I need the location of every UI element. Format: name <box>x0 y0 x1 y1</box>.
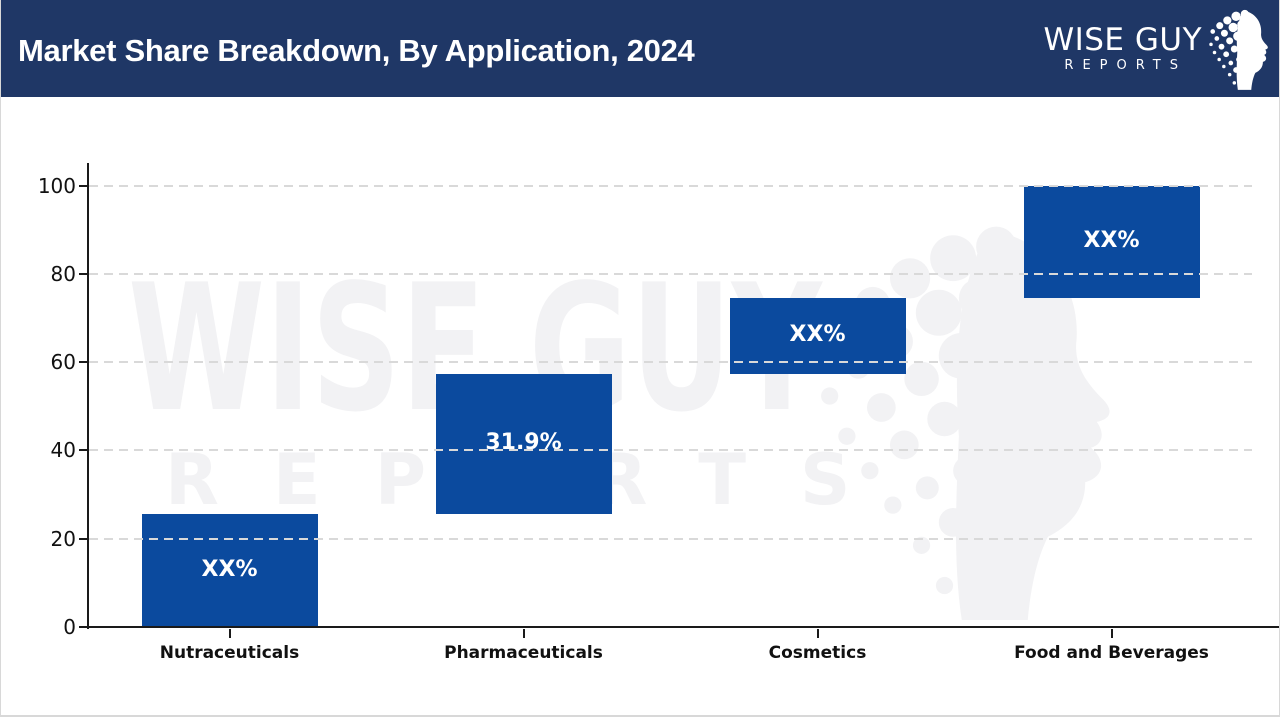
x-tick-mark-food-and-beverages <box>1110 629 1113 638</box>
header-band: Market Share Breakdown, By Application, … <box>0 0 1280 97</box>
x-category-label-pharmaceuticals: Pharmaceuticals <box>444 643 603 663</box>
logo-name: WISE GUY <box>1043 22 1202 59</box>
bar-cosmetics: XX% <box>729 298 906 374</box>
gridline-100 <box>89 184 1252 187</box>
x-category-label-food-and-beverages: Food and Beverages <box>1014 643 1209 663</box>
gridline-20 <box>89 537 1252 540</box>
y-tick-label-60: 60 <box>50 350 76 375</box>
x-category-label-nutraceuticals: Nutraceuticals <box>159 643 300 663</box>
waterfall-chart: XX% 31.9% XX% XX% 0 20 40 60 80 100 Nutraceutica… <box>0 97 1280 720</box>
x-axis-spine <box>87 626 1279 628</box>
y-tick-mark-80 <box>79 272 88 275</box>
y-tick-label-40: 40 <box>50 438 76 463</box>
y-tick-mark-40 <box>79 449 88 452</box>
y-axis-spine <box>87 163 89 629</box>
wiseguy-logo: WISE GUY REPORTS <box>1043 0 1274 97</box>
gridline-40 <box>89 449 1252 452</box>
bar-value-label-food-and-beverages: XX% <box>1083 227 1140 253</box>
y-tick-mark-0 <box>79 626 88 628</box>
y-tick-label-100: 100 <box>37 173 76 198</box>
gridline-60 <box>89 361 1252 364</box>
bar-pharmaceuticals: 31.9% <box>435 373 612 515</box>
logo-tagline: REPORTS <box>1064 57 1188 73</box>
x-category-label-cosmetics: Cosmetics <box>768 643 867 663</box>
bar-nutraceuticals: XX% <box>141 514 318 627</box>
logo-text: WISE GUY REPORTS <box>1043 24 1202 73</box>
bar-food-and-beverages: XX% <box>1023 185 1200 299</box>
y-tick-label-80: 80 <box>50 261 76 286</box>
x-tick-mark-nutraceuticals <box>228 629 231 638</box>
y-tick-label-0: 0 <box>63 615 76 639</box>
page-title: Market Share Breakdown, By Application, … <box>18 33 695 68</box>
bar-value-label-nutraceuticals: XX% <box>201 556 258 582</box>
y-tick-mark-60 <box>79 361 88 364</box>
y-tick-mark-20 <box>79 537 88 540</box>
gridline-80 <box>89 272 1252 275</box>
y-tick-label-20: 20 <box>50 526 76 551</box>
x-tick-mark-pharmaceuticals <box>522 629 525 638</box>
bar-value-label-cosmetics: XX% <box>789 321 846 347</box>
x-tick-mark-cosmetics <box>816 629 819 638</box>
dotted-head-logo-icon <box>1204 8 1274 90</box>
y-tick-mark-100 <box>79 184 88 187</box>
